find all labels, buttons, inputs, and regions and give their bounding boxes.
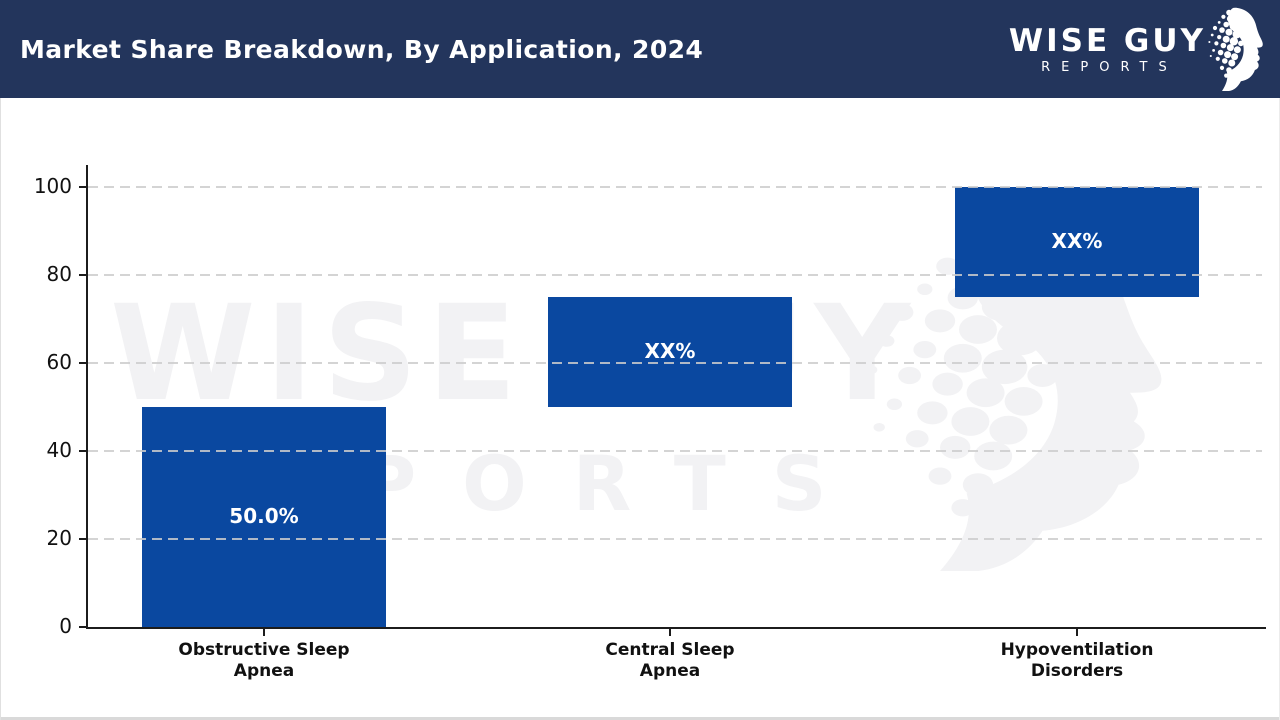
gridline-100 <box>88 186 1262 188</box>
header-bar: Market Share Breakdown, By Application, … <box>0 0 1280 98</box>
gridline-20 <box>88 538 1262 540</box>
page-left-border <box>0 98 1 720</box>
bar-value-label: XX% <box>1051 229 1103 253</box>
y-tick-mark <box>79 186 86 188</box>
x-tick-mark <box>1076 629 1078 636</box>
waterfall-bar-chart: WISE GUY REPORTS 50.0% XX% XX% 0 20 40 60 80 10… <box>0 98 1280 717</box>
logo-brand-subtext: REPORTS <box>1041 59 1178 75</box>
y-tick-mark <box>79 362 86 364</box>
y-axis-tick-label: 80 <box>46 262 72 286</box>
y-tick-mark <box>79 274 86 276</box>
x-axis-category-label: Obstructive Sleep Apnea <box>178 640 350 681</box>
page-title: Market Share Breakdown, By Application, … <box>20 34 704 64</box>
page-bottom-border <box>0 717 1280 720</box>
bar-obstructive-sleep-apnea <box>142 407 386 627</box>
x-tick-mark <box>669 629 671 636</box>
logo-brand-text: WISE GUY <box>1008 22 1206 59</box>
bar-value-label: 50.0% <box>229 504 299 528</box>
bar-hypoventilation-disorders <box>955 187 1199 297</box>
y-axis-tick-label: 100 <box>33 174 72 198</box>
y-axis <box>86 165 88 629</box>
gridline-40 <box>88 450 1262 452</box>
y-axis-tick-label: 40 <box>46 438 72 462</box>
logo-text: WISE GUY REPORTS <box>1009 24 1206 75</box>
wiseguy-logo: WISE GUY REPORTS <box>1009 7 1266 91</box>
y-axis-tick-label: 20 <box>46 526 72 550</box>
x-axis-category-label: Hypoventilation Disorders <box>1000 640 1154 681</box>
x-axis-category-label: Central Sleep Apnea <box>605 640 735 681</box>
bar-value-label: XX% <box>644 339 696 363</box>
x-tick-mark <box>263 629 265 636</box>
gridline-60 <box>88 362 1262 364</box>
y-tick-mark <box>79 450 86 452</box>
watermark-brand-text: WISE GUY <box>110 277 920 431</box>
wiseguy-head-icon <box>1208 7 1263 91</box>
y-tick-mark <box>79 626 86 628</box>
y-axis-tick-label: 0 <box>59 614 72 638</box>
y-tick-mark <box>79 538 86 540</box>
y-axis-tick-label: 60 <box>46 350 72 374</box>
gridline-80 <box>88 274 1262 276</box>
bar-central-sleep-apnea <box>548 297 792 407</box>
x-axis <box>86 627 1266 629</box>
